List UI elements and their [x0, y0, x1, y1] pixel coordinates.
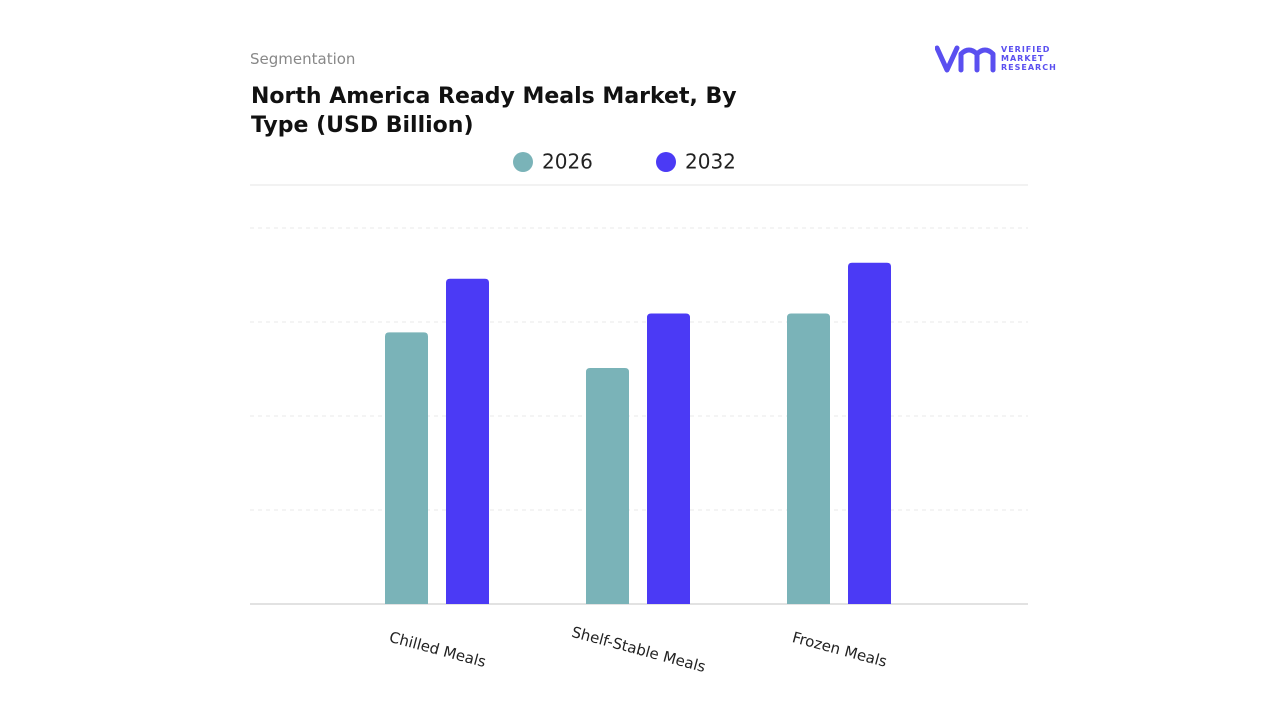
logo-text: VERIFIED	[1001, 45, 1051, 54]
legend-swatch	[656, 152, 676, 172]
legend-label: 2032	[685, 150, 736, 174]
kicker: Segmentation	[250, 50, 356, 68]
bar	[446, 278, 489, 604]
legend-label: 2026	[542, 150, 593, 174]
bar	[647, 313, 690, 604]
logo: VERIFIED MARKET RESEARCH	[934, 44, 1056, 78]
x-tick-label: Frozen Meals	[790, 628, 889, 671]
bar	[848, 262, 891, 604]
bar	[586, 368, 629, 604]
legend-swatch	[513, 152, 533, 172]
x-tick-label: Shelf-Stable Meals	[570, 623, 708, 676]
chart-title: North America Ready Meals Market, By Typ…	[251, 84, 737, 138]
x-tick-label: Chilled Meals	[387, 628, 488, 671]
logo-text: MARKET	[1001, 54, 1045, 63]
bar	[385, 332, 428, 604]
logo-text: RESEARCH	[1001, 63, 1057, 72]
logo-mark	[934, 45, 996, 73]
bar	[787, 313, 830, 604]
